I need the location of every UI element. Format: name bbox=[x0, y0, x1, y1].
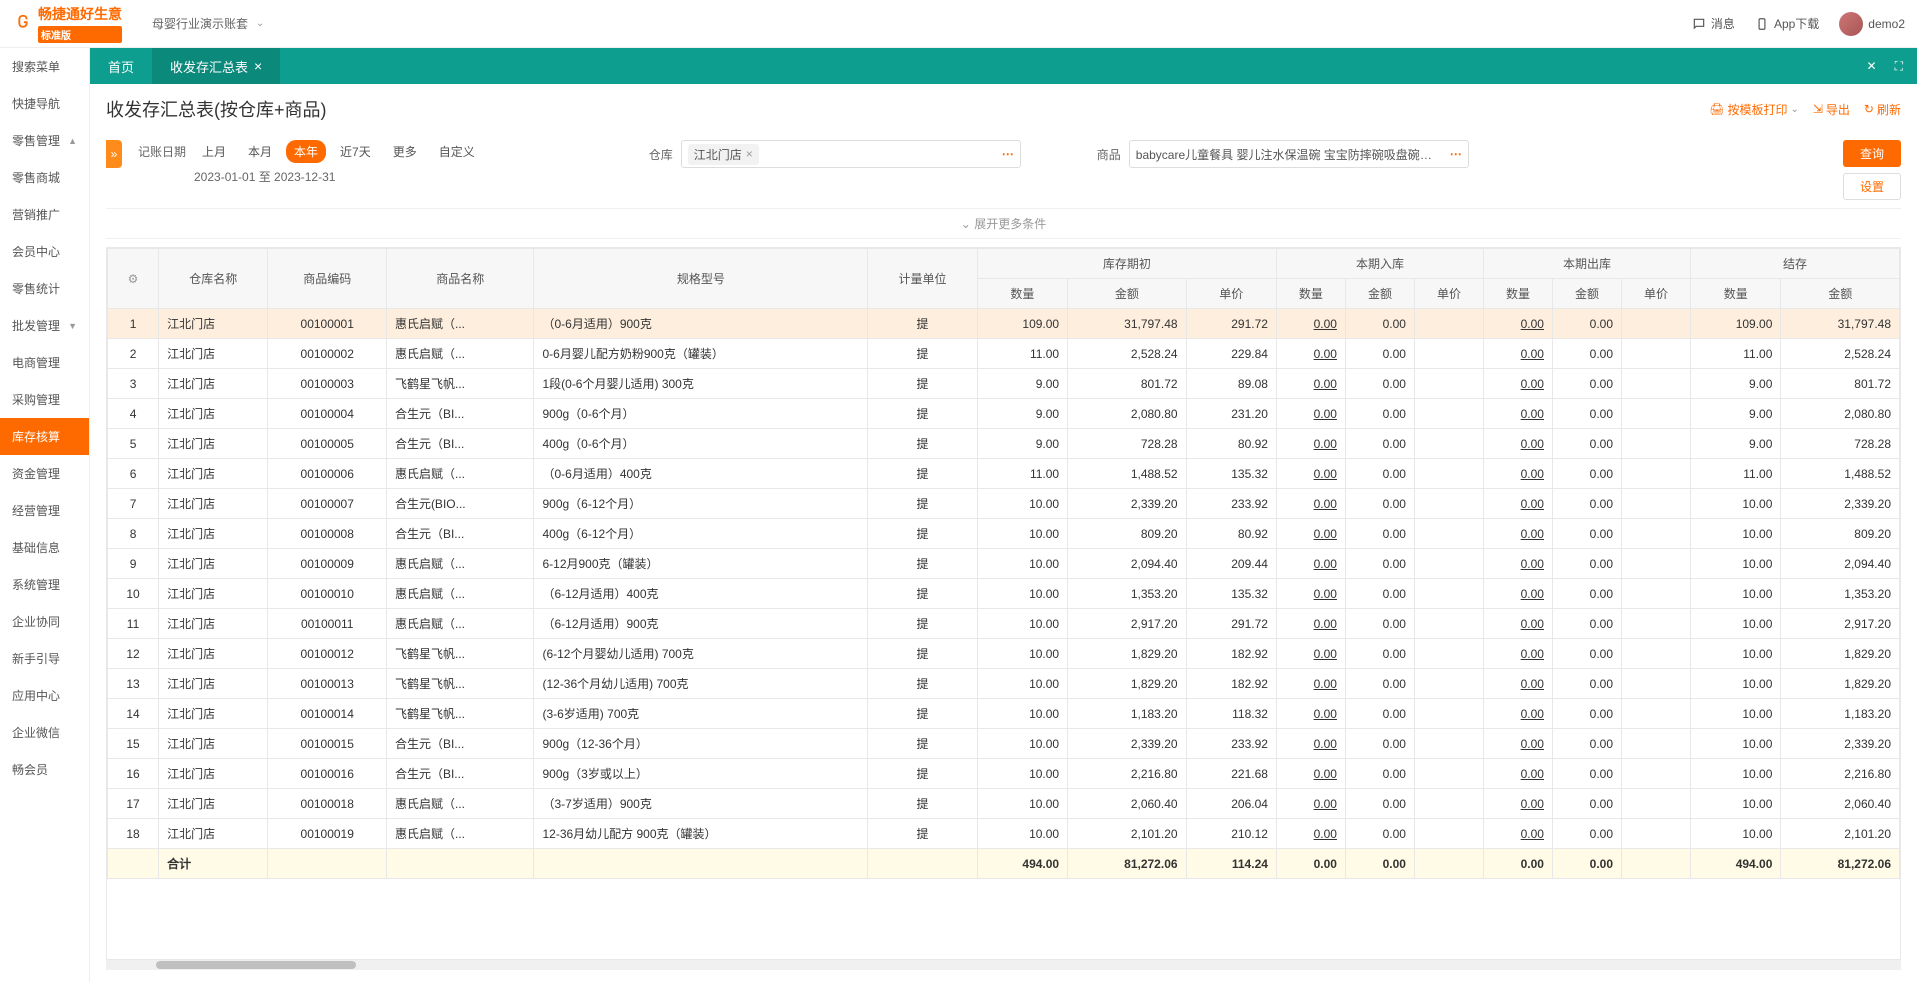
close-icon[interactable]: × bbox=[254, 58, 262, 74]
org-name: 母婴行业演示账套 bbox=[152, 15, 248, 32]
sidebar-item[interactable]: 应用中心 bbox=[0, 677, 89, 714]
sidebar-item[interactable]: 营销推广 bbox=[0, 196, 89, 233]
data-table: ⚙ 仓库名称 商品编码 商品名称 规格型号 计量单位 库存期初 本期入库 本期出… bbox=[106, 247, 1901, 960]
sidebar-item[interactable]: 新手引导 bbox=[0, 640, 89, 677]
chevron-down-icon: ⌄ bbox=[256, 18, 264, 29]
col-code: 商品编码 bbox=[268, 249, 386, 309]
horizontal-scrollbar[interactable] bbox=[106, 960, 1901, 970]
table-row[interactable]: 12江北门店00100012飞鹤星飞帆...(6-12个月婴幼儿适用) 700克… bbox=[108, 639, 1900, 669]
sidebar-item[interactable]: 批发管理▼ bbox=[0, 307, 89, 344]
date-chip[interactable]: 本年 bbox=[286, 140, 326, 163]
warehouse-label: 仓库 bbox=[623, 146, 673, 163]
brand-edition: 标准版 bbox=[38, 26, 122, 43]
phone-icon bbox=[1755, 17, 1769, 31]
message-icon bbox=[1692, 17, 1706, 31]
date-chip[interactable]: 近7天 bbox=[332, 140, 379, 163]
more-icon[interactable]: ⋯ bbox=[1450, 147, 1462, 161]
sidebar-item[interactable]: 资金管理 bbox=[0, 455, 89, 492]
table-row[interactable]: 1江北门店00100001惠氏启赋（...（0-6月适用）900克提109.00… bbox=[108, 309, 1900, 339]
table-row[interactable]: 6江北门店00100006惠氏启赋（...（0-6月适用）400克提11.001… bbox=[108, 459, 1900, 489]
table-row[interactable]: 16江北门店00100016合生元（BI...900g（3岁或以上）提10.00… bbox=[108, 759, 1900, 789]
export-button[interactable]: ⇲ 导出 bbox=[1813, 101, 1850, 118]
sidebar-item[interactable]: 基础信息 bbox=[0, 529, 89, 566]
topbar: 畅捷通好生意 标准版 母婴行业演示账套 ⌄ 消息 App下载 demo2 bbox=[0, 0, 1917, 48]
sidebar-item[interactable]: 经营管理 bbox=[0, 492, 89, 529]
sidebar-item[interactable]: 会员中心 bbox=[0, 233, 89, 270]
tab-bar: 首页 收发存汇总表 × ✕ ⛶ bbox=[90, 48, 1917, 84]
sidebar-item[interactable]: 零售管理▲ bbox=[0, 122, 89, 159]
filter-bar: » 记账日期 上月本月本年近7天更多自定义 2023-01-01 至 2023-… bbox=[106, 132, 1901, 209]
table-row[interactable]: 3江北门店00100003飞鹤星飞帆...1段(0-6个月婴儿适用) 300克提… bbox=[108, 369, 1900, 399]
app-download-button[interactable]: App下载 bbox=[1755, 15, 1819, 32]
col-inbound: 本期入库 bbox=[1276, 249, 1483, 279]
table-row[interactable]: 13江北门店00100013飞鹤星飞帆...(12-36个月幼儿适用) 700克… bbox=[108, 669, 1900, 699]
table-row[interactable]: 10江北门店00100010惠氏启赋（...（6-12月适用）400克提10.0… bbox=[108, 579, 1900, 609]
page-title: 收发存汇总表(按仓库+商品) bbox=[106, 96, 327, 122]
table-row[interactable]: 15江北门店00100015合生元（BI...900g（12-36个月）提10.… bbox=[108, 729, 1900, 759]
remove-tag-icon[interactable]: × bbox=[746, 147, 753, 161]
query-button[interactable]: 查询 bbox=[1843, 140, 1901, 167]
print-button[interactable]: 🖨 按模板打印 ⌄ bbox=[1709, 101, 1799, 118]
date-chip[interactable]: 更多 bbox=[385, 140, 425, 163]
sidebar-item[interactable]: 企业协同 bbox=[0, 603, 89, 640]
table-row[interactable]: 17江北门店00100018惠氏启赋（...（3-7岁适用）900克提10.00… bbox=[108, 789, 1900, 819]
date-range: 2023-01-01 至 2023-12-31 bbox=[194, 168, 483, 185]
table-row[interactable]: 4江北门店00100004合生元（BI...900g（0-6个月）提9.002,… bbox=[108, 399, 1900, 429]
table-row[interactable]: 5江北门店00100005合生元（BI...400g（0-6个月）提9.0072… bbox=[108, 429, 1900, 459]
user-menu[interactable]: demo2 bbox=[1839, 12, 1905, 36]
table-row[interactable]: 18江北门店00100019惠氏启赋（...12-36月幼儿配方 900克（罐装… bbox=[108, 819, 1900, 849]
table-row[interactable]: 14江北门店00100014飞鹤星飞帆...(3-6岁适用) 700克提10.0… bbox=[108, 699, 1900, 729]
sidebar-item[interactable]: 系统管理 bbox=[0, 566, 89, 603]
col-warehouse: 仓库名称 bbox=[159, 249, 268, 309]
warehouse-tag: 江北门店 × bbox=[688, 144, 759, 165]
col-unit: 计量单位 bbox=[868, 249, 977, 309]
sidebar-item[interactable]: 快捷导航 bbox=[0, 85, 89, 122]
date-chip[interactable]: 上月 bbox=[194, 140, 234, 163]
sidebar-item[interactable]: 搜索菜单 bbox=[0, 48, 89, 85]
sidebar-item[interactable]: 电商管理 bbox=[0, 344, 89, 381]
tab-home[interactable]: 首页 bbox=[90, 48, 152, 84]
totals-row: 合计 494.00 81,272.06 114.24 0.00 0.00 0.0… bbox=[108, 849, 1900, 879]
sidebar-item[interactable]: 采购管理 bbox=[0, 381, 89, 418]
product-label: 商品 bbox=[1071, 146, 1121, 163]
logo: 畅捷通好生意 标准版 bbox=[12, 4, 122, 43]
sidebar-item[interactable]: 企业微信 bbox=[0, 714, 89, 751]
expand-filters-button[interactable]: ⌄ 展开更多条件 bbox=[106, 209, 1901, 239]
date-chip[interactable]: 本月 bbox=[240, 140, 280, 163]
settings-button[interactable]: 设置 bbox=[1843, 173, 1901, 200]
refresh-button[interactable]: ↻ 刷新 bbox=[1864, 101, 1901, 118]
product-input[interactable]: babycare儿童餐具 婴儿注水保温碗 宝宝防摔碗吸盘碗辅食碗勺套装 雀湖绿 … bbox=[1129, 140, 1469, 168]
col-opening: 库存期初 bbox=[977, 249, 1276, 279]
table-row[interactable]: 7江北门店00100007合生元(BIO...900g（6-12个月）提10.0… bbox=[108, 489, 1900, 519]
table-row[interactable]: 2江北门店00100002惠氏启赋（...0-6月婴儿配方奶粉900克（罐装）提… bbox=[108, 339, 1900, 369]
sidebar-item[interactable]: 零售统计 bbox=[0, 270, 89, 307]
gear-icon[interactable]: ⚙ bbox=[128, 272, 139, 286]
date-chip[interactable]: 自定义 bbox=[431, 140, 483, 163]
logo-icon bbox=[12, 13, 34, 35]
col-spec: 规格型号 bbox=[534, 249, 868, 309]
table-row[interactable]: 11江北门店00100011惠氏启赋（...（6-12月适用）900克提10.0… bbox=[108, 609, 1900, 639]
sidebar-item[interactable]: 零售商城 bbox=[0, 159, 89, 196]
sidebar-item[interactable]: 库存核算 bbox=[0, 418, 89, 455]
collapse-filter-button[interactable]: » bbox=[106, 140, 122, 168]
sidebar: 搜索菜单快捷导航零售管理▲零售商城营销推广会员中心零售统计批发管理▼电商管理采购… bbox=[0, 48, 90, 982]
close-all-icon[interactable]: ✕ bbox=[1863, 55, 1881, 77]
table-row[interactable]: 8江北门店00100008合生元（BI...400g（6-12个月）提10.00… bbox=[108, 519, 1900, 549]
org-selector[interactable]: 母婴行业演示账套 ⌄ bbox=[152, 15, 264, 32]
brand-name: 畅捷通好生意 bbox=[38, 4, 122, 24]
date-chips: 上月本月本年近7天更多自定义 bbox=[194, 140, 483, 163]
fullscreen-icon[interactable]: ⛶ bbox=[1891, 55, 1907, 78]
more-icon[interactable]: ⋯ bbox=[1002, 147, 1014, 161]
tab-current[interactable]: 收发存汇总表 × bbox=[152, 48, 280, 84]
col-balance: 结存 bbox=[1691, 249, 1900, 279]
messages-button[interactable]: 消息 bbox=[1692, 15, 1735, 32]
table-row[interactable]: 9江北门店00100009惠氏启赋（...6-12月900克（罐装）提10.00… bbox=[108, 549, 1900, 579]
col-outbound: 本期出库 bbox=[1483, 249, 1690, 279]
warehouse-input[interactable]: 江北门店 × ⋯ bbox=[681, 140, 1021, 168]
avatar bbox=[1839, 12, 1863, 36]
sidebar-item[interactable]: 畅会员 bbox=[0, 751, 89, 788]
date-label: 记账日期 bbox=[136, 143, 186, 160]
col-name: 商品名称 bbox=[386, 249, 534, 309]
